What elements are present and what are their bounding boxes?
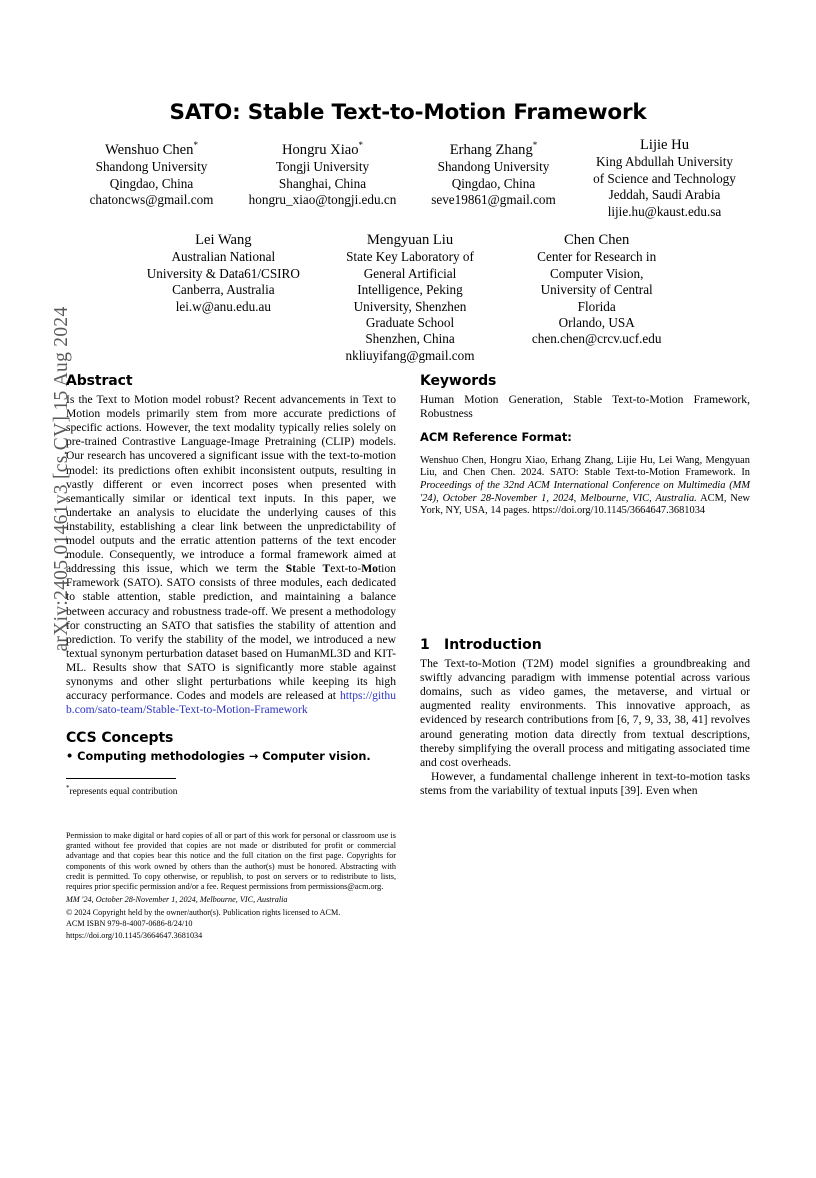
- author-affiliation: King Abdullah University: [596, 154, 733, 170]
- author-email: lijie.hu@kaust.edu.sa: [607, 203, 722, 219]
- author-affiliation: Intelligence, Peking: [357, 282, 463, 298]
- author-name: Mengyuan Liu: [366, 232, 454, 248]
- author-affiliation: Shandong University: [437, 159, 550, 175]
- author-block: Hongru Xiao* Tongji University Shanghai, C…: [237, 137, 408, 220]
- author-block: Erhang Zhang* Shandong University Qingdao,…: [408, 137, 579, 220]
- equal-contribution-marker: *: [532, 140, 538, 150]
- author-affiliation: Orlando, USA: [558, 315, 635, 331]
- author-block: Wenshuo Chen* Shandong University Qingdao,…: [66, 137, 237, 220]
- author-affiliation: Australian National: [171, 249, 276, 265]
- isbn-line: ACM ISBN 979-8-4007-0686-8/24/10: [66, 918, 193, 928]
- introduction-block: 1 Introduction The Text-to-Motion (T2M) m…: [420, 638, 750, 798]
- ccs-concepts-line: • Computing methodologies → Computer vis…: [66, 750, 371, 764]
- author-block: Lei Wang Australian National University & …: [130, 232, 317, 364]
- author-affiliation: of Science and Technology: [593, 170, 736, 186]
- author-affiliation: Canberra, Australia: [172, 282, 275, 298]
- author-affiliation: State Key Laboratory of: [346, 249, 474, 265]
- abstract-heading: Abstract: [66, 373, 133, 389]
- equal-contribution-marker: *: [193, 140, 198, 150]
- introduction-paragraph-1: The Text-to-Motion (T2M) model signifies…: [420, 657, 750, 769]
- author-email: hongru_xiao@tongji.edu.cn: [248, 192, 397, 208]
- page-title: SATO: Stable Text-to-Motion Framework: [169, 100, 647, 125]
- author-affiliation: Graduate School: [365, 315, 455, 331]
- author-affiliation: Shanghai, China: [278, 175, 367, 191]
- equal-contribution-marker: *: [358, 140, 364, 150]
- author-name: Erhang Zhang*: [449, 140, 538, 158]
- author-row-2: Lei Wang Australian National University & …: [130, 232, 690, 364]
- right-column: Keywords Human Motion Generation, Stable…: [420, 373, 750, 797]
- author-affiliation: Qingdao, China: [451, 175, 536, 191]
- copyright-line: © 2024 Copyright held by the owner/autho…: [66, 908, 341, 918]
- author-email: seve19861@gmail.com: [431, 192, 556, 208]
- author-name: Lijie Hu: [639, 137, 690, 153]
- author-name: Wenshuo Chen*: [105, 140, 198, 158]
- author-affiliation: Florida: [577, 298, 616, 314]
- author-email: chen.chen@crcv.ucf.edu: [531, 331, 662, 347]
- introduction-paragraph-2: However, a fundamental challenge inheren…: [420, 769, 750, 797]
- author-affiliation: University, Shenzhen: [353, 298, 467, 314]
- author-name: Chen Chen: [564, 232, 630, 248]
- acm-reference-heading: ACM Reference Format:: [420, 430, 572, 445]
- footnote-rule: [66, 778, 176, 780]
- author-affiliation: Jeddah, Saudi Arabia: [608, 187, 721, 203]
- permission-text: Permission to make digital or hard copie…: [66, 831, 396, 892]
- author-affiliation: Center for Research in: [537, 249, 657, 265]
- keywords-text: Human Motion Generation, Stable Text-to-…: [420, 393, 750, 421]
- author-name: Lei Wang: [195, 232, 252, 248]
- keywords-heading: Keywords: [420, 373, 497, 389]
- author-block: Chen Chen Center for Research in Computer …: [503, 232, 690, 364]
- doi-line: https://doi.org/10.1145/3664647.3681034: [66, 930, 203, 940]
- left-column: Abstract Is the Text to Motion model rob…: [66, 374, 396, 799]
- author-row-1: Wenshuo Chen* Shandong University Qingdao,…: [66, 137, 750, 220]
- abstract-text: Is the Text to Motion model robust? Rece…: [66, 393, 396, 717]
- paper-page: arXiv:2405.01461v3 [cs.CV] 15 Aug 2024 S…: [51, 100, 750, 941]
- author-affiliation: University of Central: [540, 282, 653, 298]
- introduction-heading: 1 Introduction: [420, 637, 542, 653]
- ccs-heading: CCS Concepts: [66, 730, 174, 747]
- conference-line: MM '24, October 28-November 1, 2024, Mel…: [66, 895, 288, 905]
- footnote-text: *represents equal contribution: [66, 784, 178, 798]
- author-email: nkliuyifang@gmail.com: [345, 347, 475, 363]
- author-name: Hongru Xiao*: [281, 140, 364, 158]
- author-block: Mengyuan Liu State Key Laboratory of Gener…: [317, 232, 504, 364]
- author-block: Lijie Hu King Abdullah University of Scien…: [579, 137, 750, 220]
- author-affiliation: Shenzhen, China: [365, 331, 455, 347]
- author-affiliation: Tongji University: [275, 159, 370, 175]
- acm-reference-text: Wenshuo Chen, Hongru Xiao, Erhang Zhang,…: [420, 454, 750, 517]
- author-affiliation: Shandong University: [95, 159, 208, 175]
- author-affiliation: University & Data61/CSIRO: [146, 265, 300, 281]
- author-affiliation: Qingdao, China: [109, 175, 194, 191]
- copyright-block: Permission to make digital or hard copie…: [66, 831, 396, 941]
- author-email: lei.w@anu.edu.au: [175, 298, 271, 314]
- author-email: chatoncws@gmail.com: [89, 192, 214, 208]
- author-affiliation: Computer Vision,: [549, 265, 644, 281]
- github-link[interactable]: https://github.com/sato-team/Stable-Text…: [66, 689, 396, 717]
- author-affiliation: General Artificial: [363, 265, 457, 281]
